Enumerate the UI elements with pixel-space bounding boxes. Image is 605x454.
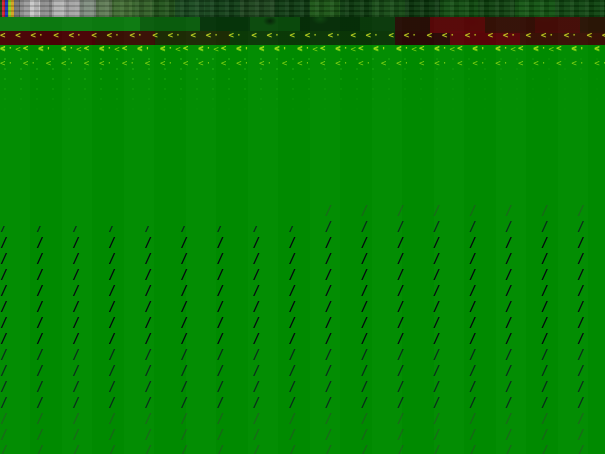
slash-grid-row: / / / / / / / / / / / / / / / / / / / / … xyxy=(0,268,605,283)
slash-grid-row: / / / / / / / / / / / / / / / / / / / / … xyxy=(0,204,605,219)
maroon-corruption-band xyxy=(0,31,605,45)
maroon-band-right-segment xyxy=(395,17,605,33)
slash-grid-row: / / / / / / / / / / / / / / / / / / / / … xyxy=(0,444,605,454)
slash-grid-row: / / / / / / / / / / / / / / / / / / / / … xyxy=(0,316,605,331)
slash-grid-row: / / / / / / / / / / / / / / / / / / / / … xyxy=(0,236,605,251)
toolbar-noise-overlay xyxy=(0,0,605,17)
empty-green-field xyxy=(0,118,605,210)
glyph-artifact-row: < <· <· < <· < <· <· < <· < <· <· < <· <… xyxy=(0,45,605,55)
dotted-noise-fade xyxy=(0,56,605,118)
slash-grid-row: / / / / / / / / / / / / / / / / / / / / … xyxy=(0,412,605,427)
slash-grid-row: / / / / / / / / / / / / / / / / / / / / … xyxy=(0,364,605,379)
slash-grid-row: / / / / / / / / / / / / / / / / / / / / … xyxy=(0,348,605,363)
slash-grid-row: / / / / / / / / / / / / / / / / / / / / … xyxy=(0,300,605,315)
slash-grid-row: / / / / / / / / / / / / / / / / / / / / … xyxy=(0,380,605,395)
glyph-artifact-row: < < <· < <· < <· <· < <· < <· <· < <· < … xyxy=(0,31,605,41)
slash-grid-row: / / / / / / / / / / / / / / / / / / / / … xyxy=(0,284,605,299)
slash-grid-row: / / / / / / / / / / / / / / / / / / / / … xyxy=(0,396,605,411)
slash-grid-row: / / / / / / / / / / / / / / / / / / / / … xyxy=(0,332,605,347)
slash-grid-row: / / / / / / / / / / / / / / / / / / / / … xyxy=(0,428,605,443)
glyph-artifact-rows: < < <· < <· < <· <· < <· < <· <· < <· < … xyxy=(0,30,605,56)
slash-glyph-grid: / / / / / / / / / / / / / / / / / / / / … xyxy=(0,204,605,454)
slash-grid-row: / / / / / / / / / / / / / / / / / / / / … xyxy=(0,252,605,267)
slash-grid-row: / / / / / / / / / / / / / / / / / / / / … xyxy=(0,220,605,235)
glitched-toolbar-strip[interactable] xyxy=(0,0,605,17)
glyph-artifact-row: <· < <· <· < <· < <· <· < <· < <· < <· <… xyxy=(0,44,605,54)
